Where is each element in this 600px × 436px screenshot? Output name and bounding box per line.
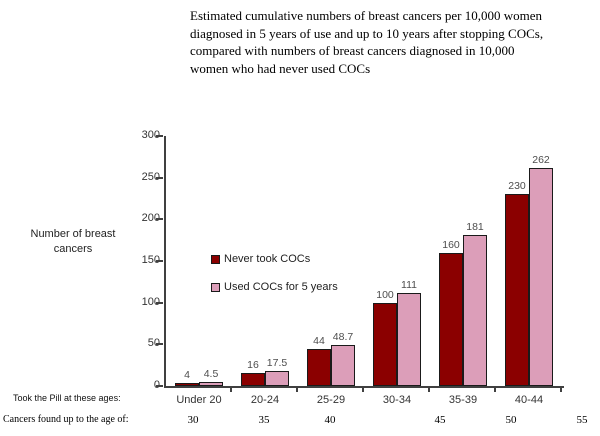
chart-title-line: women who had never used COCs	[190, 60, 371, 76]
category-label-25-29: 25-29	[316, 394, 346, 406]
category-label-35-39: 35-39	[448, 394, 478, 406]
bar-used-cocs-for-5-years-40-44	[529, 168, 553, 386]
y-tick-label-250: 250	[141, 171, 160, 183]
bar-used-cocs-for-5-years-35-39	[463, 235, 487, 386]
bar-value-label-never-took-cocs-35-39: 160	[442, 239, 460, 251]
bar-value-label-used-cocs-for-5-years-25-29: 48.7	[332, 331, 354, 343]
bar-value-label-used-cocs-for-5-years-under-20: 4.5	[203, 368, 219, 380]
bar-never-took-cocs-20-24	[241, 373, 265, 386]
cancer-found-age-45: 45	[434, 414, 446, 426]
bar-value-label-never-took-cocs-20-24: 16	[247, 359, 259, 371]
category-label-under-20: Under 20	[176, 394, 222, 406]
y-tick-label-0: 0	[116, 379, 160, 392]
legend-item-never-took-cocs: Never took COCs	[211, 253, 310, 265]
y-tick-mark-250	[156, 177, 163, 179]
bar-value-label-used-cocs-for-5-years-40-44: 262	[532, 154, 550, 166]
y-tick-mark-300	[156, 135, 163, 137]
x-tick-mark-2	[296, 388, 298, 392]
y-tick-label-200: 200	[141, 212, 160, 224]
bar-value-label-used-cocs-for-5-years-35-39: 181	[466, 221, 484, 233]
bar-value-label-used-cocs-for-5-years-20-24: 17.5	[266, 357, 288, 369]
y-axis-title: Number of breast cancers	[30, 228, 116, 255]
legend-swatch-never-took-cocs	[211, 254, 220, 264]
pill-ages-row-label: Took the Pill at these ages:	[13, 393, 121, 403]
x-tick-mark-5	[494, 388, 496, 392]
chart-title: Estimated cumulative numbers of breast c…	[190, 7, 596, 77]
bar-never-took-cocs-25-29	[307, 349, 331, 386]
bar-never-took-cocs-30-34	[373, 303, 397, 386]
x-tick-mark-6	[560, 388, 562, 392]
y-tick-mark-100	[156, 302, 163, 304]
bar-value-label-used-cocs-for-5-years-30-34: 111	[401, 279, 417, 291]
bar-used-cocs-for-5-years-30-34	[397, 293, 421, 386]
plot-area	[164, 136, 564, 388]
bar-used-cocs-for-5-years-under-20	[199, 382, 223, 386]
y-tick-mark-200	[156, 218, 163, 220]
y-tick-label-100: 100	[141, 296, 160, 308]
bar-never-took-cocs-35-39	[439, 253, 463, 386]
legend-label: Used COCs for 5 years	[224, 281, 338, 293]
cancer-found-age-40: 40	[324, 414, 336, 426]
y-tick-label-300: 300	[141, 129, 160, 141]
y-tick-label-50: 50	[147, 337, 160, 349]
bar-never-took-cocs-40-44	[505, 194, 529, 386]
category-label-40-44: 40-44	[514, 394, 544, 406]
category-label-20-24: 20-24	[250, 394, 280, 406]
x-tick-mark-4	[428, 388, 430, 392]
chart-title-line: Estimated cumulative numbers of breast c…	[190, 8, 542, 23]
x-tick-mark-3	[362, 388, 364, 392]
legend-label: Never took COCs	[224, 253, 311, 265]
chart-title-line: compared with numbers of breast cancers …	[190, 43, 515, 58]
cancers-age-row-label: Cancers found up to the age of:	[3, 414, 129, 425]
chart-title-line: diagnosed in 5 years of use and up to 10…	[190, 25, 544, 41]
cancer-found-age-50: 50	[505, 414, 517, 426]
bar-value-label-never-took-cocs-30-34: 100	[376, 289, 394, 301]
cancer-found-age-30: 30	[187, 414, 199, 426]
legend-swatch-used-cocs	[211, 282, 220, 292]
cancer-found-age-35: 35	[258, 414, 270, 426]
legend-item-used-cocs: Used COCs for 5 years	[211, 281, 338, 293]
y-tick-mark-0	[156, 385, 163, 387]
bar-value-label-never-took-cocs-25-29: 44	[313, 335, 325, 347]
bar-value-label-never-took-cocs-40-44: 230	[508, 180, 526, 192]
bar-used-cocs-for-5-years-25-29	[331, 345, 355, 386]
category-label-30-34: 30-34	[382, 394, 412, 406]
y-tick-mark-50	[156, 343, 163, 345]
y-tick-mark-150	[156, 260, 163, 262]
bar-used-cocs-for-5-years-20-24	[265, 371, 289, 386]
cancer-found-age-55: 55	[576, 414, 588, 426]
bar-never-took-cocs-under-20	[175, 383, 199, 386]
x-tick-mark-1	[230, 388, 232, 392]
y-tick-label-150: 150	[141, 254, 160, 266]
bar-value-label-never-took-cocs-under-20: 4	[184, 369, 190, 381]
